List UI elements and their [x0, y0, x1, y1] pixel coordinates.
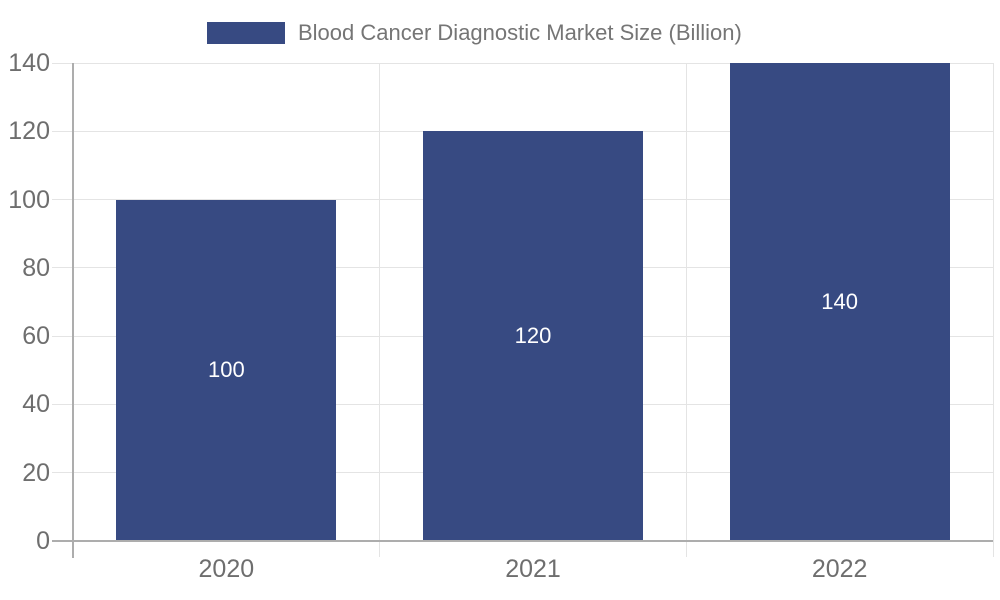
category-gridline: [685, 63, 687, 557]
y-gridline: [73, 62, 993, 64]
y-axis-tick-label: 0: [36, 527, 50, 555]
chart-legend: Blood Cancer Diagnostic Market Size (Bil…: [207, 22, 742, 44]
x-axis-tick-label: 2022: [811, 555, 868, 583]
bar-2021[interactable]: 120: [423, 131, 643, 541]
y-axis-tick-label: 20: [22, 458, 50, 487]
y-tick-mark: [52, 267, 73, 269]
y-tick-mark: [52, 199, 73, 201]
bar-2020[interactable]: 100: [116, 199, 337, 541]
y-tick-mark: [52, 403, 73, 405]
x-axis-line: [52, 540, 993, 542]
category-gridline: [379, 63, 381, 557]
y-tick-mark: [52, 130, 73, 132]
bar-2022[interactable]: 140: [729, 63, 950, 541]
y-axis-tick-label: 60: [22, 322, 50, 351]
y-axis-tick-label: 140: [8, 49, 50, 77]
x-axis-tick-label: 2020: [198, 555, 255, 583]
category-gridline: [992, 63, 994, 557]
y-axis-line: [72, 63, 74, 558]
bar-value-label: 120: [514, 323, 552, 349]
y-axis-tick-label: 120: [8, 117, 50, 146]
x-axis-tick-label: 2021: [505, 555, 561, 583]
bar-value-label: 100: [207, 357, 245, 383]
legend-label: Blood Cancer Diagnostic Market Size (Bil…: [298, 20, 742, 45]
y-axis-tick-label: 80: [22, 253, 50, 282]
bar-value-label: 140: [821, 289, 859, 314]
y-tick-mark: [52, 472, 73, 474]
y-axis-tick-label: 40: [22, 390, 50, 419]
legend-swatch: [207, 22, 285, 44]
y-tick-mark: [52, 62, 73, 64]
y-axis-tick-label: 100: [8, 185, 50, 214]
y-tick-mark: [52, 335, 73, 337]
